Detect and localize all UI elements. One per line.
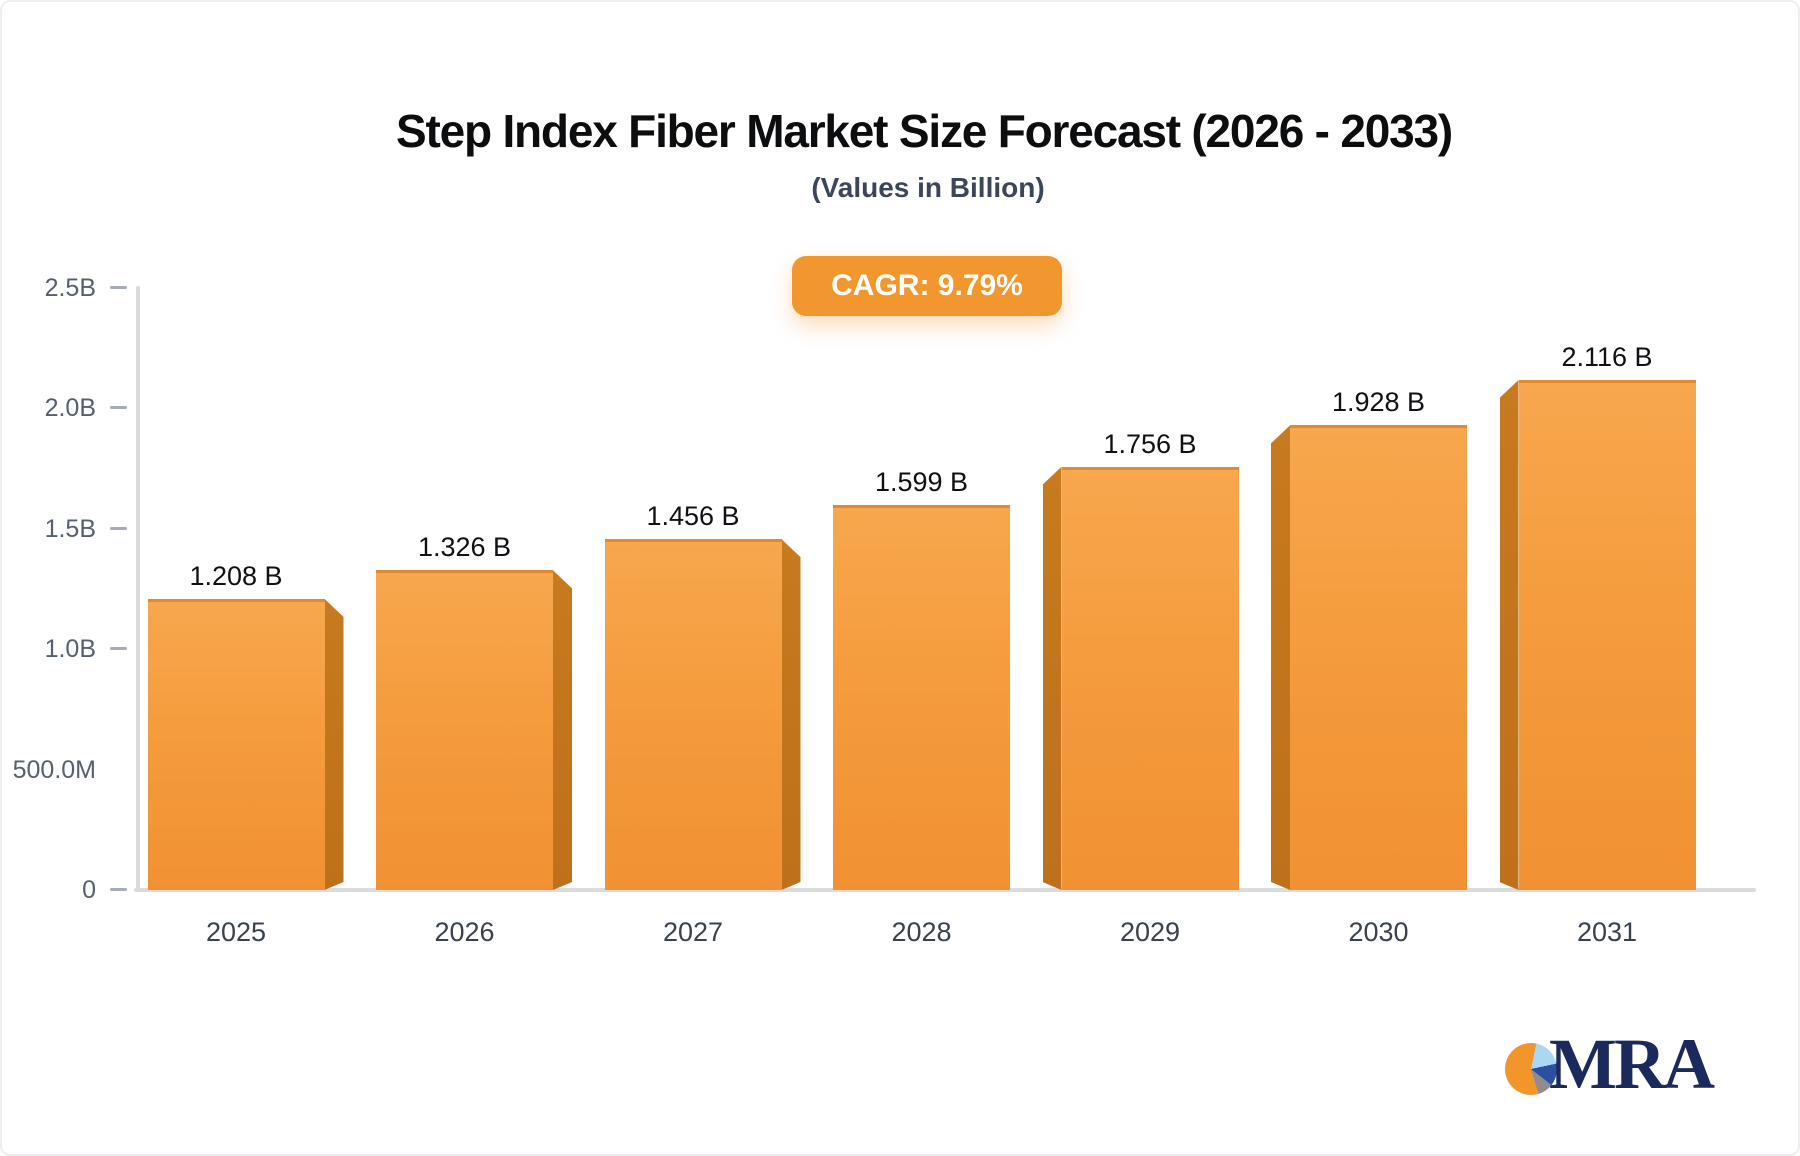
x-axis-label-2029: 2029 (1119, 917, 1181, 947)
y-axis-line (136, 286, 140, 892)
bar-2028 (833, 504, 1010, 890)
bar-value-label-2030: 1.928 B (1331, 387, 1426, 418)
bar-value-label-2027: 1.456 B (646, 501, 740, 532)
bar-2030-side-face (1271, 425, 1290, 890)
y-axis-tick-3 (110, 647, 127, 650)
bar-value-label-2026: 1.326 B (417, 532, 512, 563)
x-axis-label-2030: 2030 (1348, 917, 1409, 947)
brand-logo-text: MRA (1549, 1024, 1715, 1104)
chart-title: Step Index Fiber Market Size Forecast (2… (395, 105, 1453, 157)
x-axis-label-2031: 2031 (1576, 917, 1638, 947)
y-axis-tick-0 (110, 285, 127, 289)
pie-chart-logo-icon (1505, 1043, 1557, 1095)
bar-2030 (1290, 425, 1467, 890)
bar-2025 (147, 598, 325, 890)
y-axis-label-1: 2.0B (44, 394, 96, 422)
bar-value-label-2029: 1.756 B (1103, 428, 1197, 459)
x-axis-label-2027: 2027 (662, 917, 724, 947)
y-axis-tick-2 (110, 526, 127, 530)
y-axis-label-4: 500.0M (12, 755, 96, 784)
bar-2027 (604, 539, 782, 890)
bar-2026 (376, 570, 553, 890)
y-axis-label-2: 1.5B (44, 514, 96, 543)
x-axis-label-2026: 2026 (434, 917, 495, 947)
cagr-badge: CAGR: 9.79% (792, 256, 1062, 316)
bar-value-label-2028: 1.599 B (874, 466, 969, 497)
y-axis-tick-1 (110, 406, 127, 409)
chart-subtitle: (Values in Billion) (811, 172, 1045, 203)
brand-logo: MRA (1505, 1028, 1725, 1118)
bar-2027-side-face (782, 539, 801, 890)
bar-value-label-2031: 2.116 B (1561, 342, 1653, 373)
x-axis-baseline (134, 888, 1756, 892)
x-axis-label-2028: 2028 (891, 917, 952, 947)
bar-2026-side-face (553, 570, 572, 890)
y-axis-label-0: 2.5B (44, 273, 96, 302)
x-axis-label-2025: 2025 (205, 917, 267, 947)
bar-value-label-2025: 1.208 B (189, 560, 283, 591)
y-axis-label-3: 1.0B (44, 635, 96, 663)
y-axis-label-5: 0 (82, 876, 96, 904)
bar-2029-side-face (1043, 467, 1062, 890)
bar-2031 (1518, 380, 1696, 890)
bar-2029 (1061, 466, 1239, 890)
bar-2025-side-face (325, 599, 344, 890)
y-axis-tick-5 (110, 888, 127, 891)
bar-2031-side-face (1500, 380, 1519, 890)
